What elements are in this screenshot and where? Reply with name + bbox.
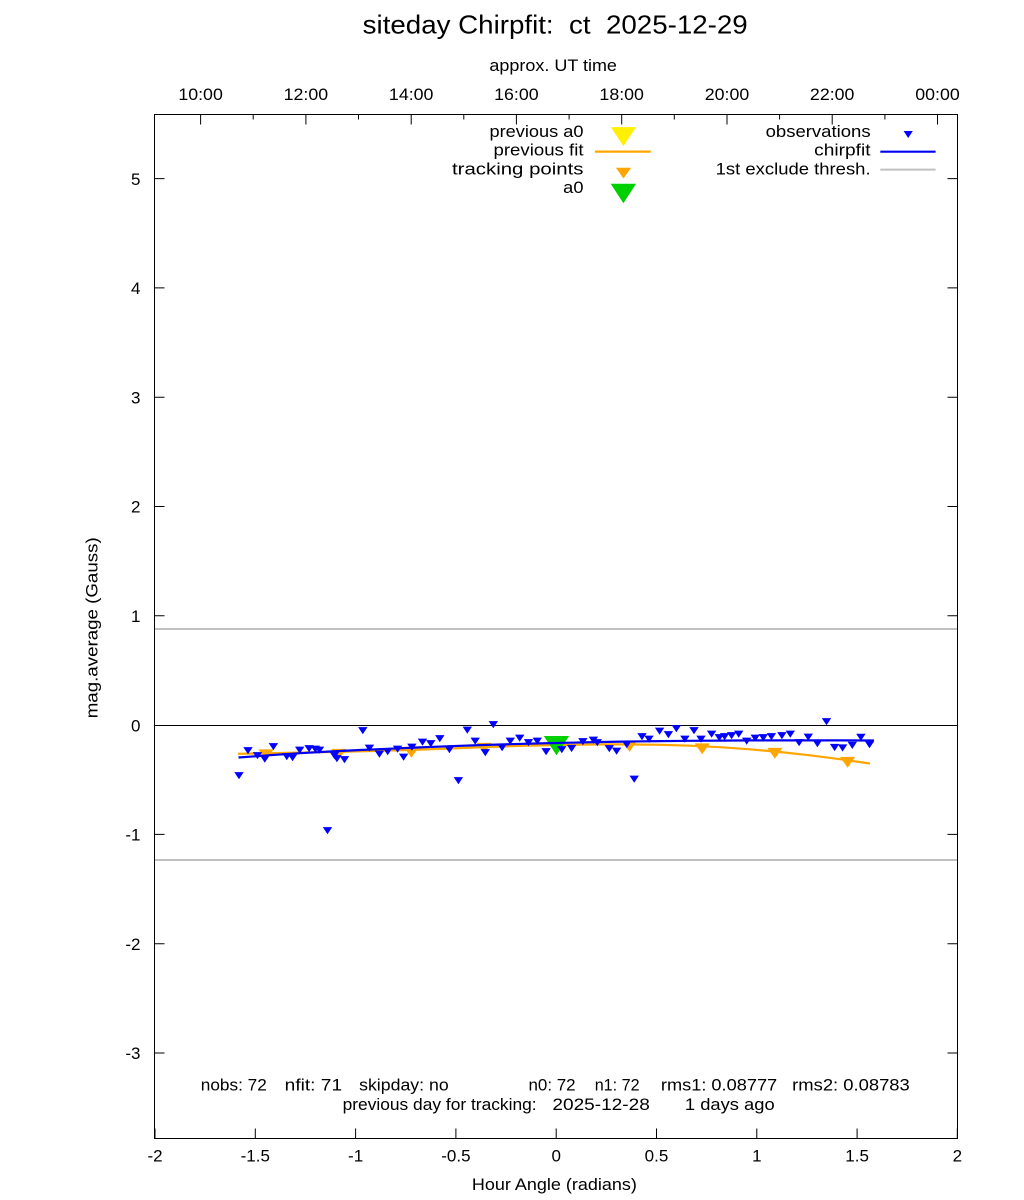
svg-text:18:00: 18:00	[599, 85, 644, 104]
svg-text:observations: observations	[766, 122, 871, 141]
svg-text:a0: a0	[563, 178, 583, 197]
svg-text:1: 1	[131, 607, 140, 626]
svg-text:-1: -1	[348, 1146, 363, 1165]
svg-text:nobs: 72: nobs: 72	[201, 1076, 267, 1095]
svg-text:22:00: 22:00	[810, 85, 855, 104]
svg-text:16:00: 16:00	[494, 85, 539, 104]
svg-text:skipday: no: skipday: no	[359, 1076, 449, 1095]
svg-text:nfit: 71: nfit: 71	[285, 1076, 342, 1095]
svg-text:-1: -1	[125, 826, 140, 845]
svg-text:1: 1	[752, 1146, 761, 1165]
svg-text:3: 3	[131, 388, 140, 407]
svg-text:previous day for tracking:: previous day for tracking:	[343, 1095, 537, 1114]
svg-text:-2: -2	[147, 1146, 162, 1165]
svg-text:previous a0: previous a0	[490, 122, 584, 141]
svg-text:-0.5: -0.5	[441, 1146, 470, 1165]
svg-text:siteday Chirpfit: ct 2025-12: siteday Chirpfit: ct 2025-12-29	[363, 9, 748, 39]
svg-text:approx. UT time: approx. UT time	[489, 56, 617, 75]
svg-text:previous fit: previous fit	[494, 141, 584, 160]
svg-text:0: 0	[551, 1146, 560, 1165]
svg-text:n1: 72: n1: 72	[595, 1076, 640, 1095]
svg-text:12:00: 12:00	[284, 85, 329, 104]
svg-text:rms1: 0.08777: rms1: 0.08777	[661, 1076, 777, 1095]
svg-text:tracking points: tracking points	[452, 159, 584, 178]
svg-text:1 days ago: 1 days ago	[685, 1095, 775, 1114]
svg-text:1.5: 1.5	[845, 1146, 869, 1165]
svg-text:chirpfit: chirpfit	[814, 141, 871, 160]
svg-text:10:00: 10:00	[178, 85, 223, 104]
svg-text:0.5: 0.5	[645, 1146, 669, 1165]
svg-text:n0: 72: n0: 72	[529, 1076, 576, 1095]
svg-text:-3: -3	[125, 1044, 140, 1063]
svg-text:2: 2	[131, 498, 140, 517]
svg-text:mag.average (Gauss): mag.average (Gauss)	[83, 537, 102, 718]
svg-text:0: 0	[131, 716, 140, 735]
svg-text:-1.5: -1.5	[241, 1146, 270, 1165]
svg-text:rms2: 0.08783: rms2: 0.08783	[792, 1076, 910, 1095]
svg-text:00:00: 00:00	[915, 85, 960, 104]
svg-text:5: 5	[131, 170, 140, 189]
svg-text:2: 2	[953, 1146, 962, 1165]
svg-text:14:00: 14:00	[389, 85, 434, 104]
svg-text:2025-12-28: 2025-12-28	[552, 1095, 649, 1114]
svg-text:20:00: 20:00	[705, 85, 750, 104]
svg-text:4: 4	[131, 279, 140, 298]
svg-text:-2: -2	[125, 935, 140, 954]
svg-text:1st exclude thresh.: 1st exclude thresh.	[716, 159, 871, 178]
svg-text:Hour Angle (radians): Hour Angle (radians)	[472, 1175, 637, 1194]
